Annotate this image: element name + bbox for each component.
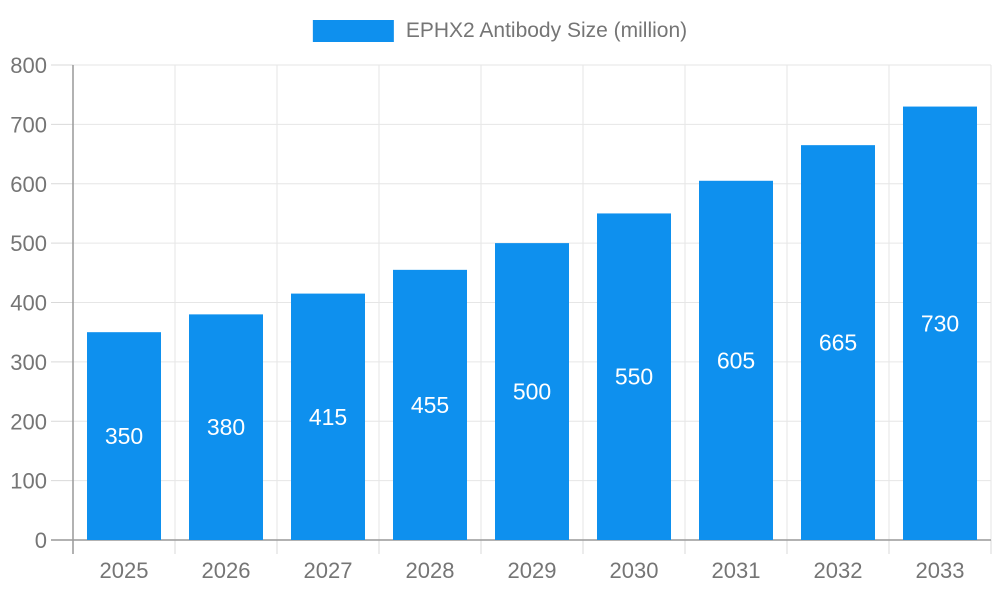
- legend[interactable]: EPHX2 Antibody Size (million): [312, 19, 688, 43]
- bar-value-label: 605: [717, 347, 755, 373]
- x-axis-category-label: 2025: [100, 558, 149, 583]
- y-axis-label: 400: [10, 291, 47, 316]
- bar-2026[interactable]: [189, 314, 263, 540]
- bar-2030[interactable]: [597, 213, 671, 540]
- bar-value-label: 415: [309, 404, 347, 430]
- bar-value-label: 380: [207, 414, 245, 440]
- bar-value-label: 550: [615, 364, 653, 390]
- bar-value-label: 665: [819, 330, 857, 356]
- bar-2028[interactable]: [393, 269, 467, 540]
- y-axis-label: 800: [10, 53, 47, 78]
- y-axis-label: 500: [10, 231, 47, 256]
- legend-label: EPHX2 Antibody Size (million): [405, 19, 688, 42]
- y-axis-label: 100: [10, 469, 47, 494]
- y-axis-label: 0: [35, 528, 47, 553]
- bar-value-label: 500: [513, 379, 551, 405]
- x-axis-category-label: 2026: [202, 558, 251, 583]
- x-axis-category-label: 2032: [814, 558, 863, 583]
- legend-swatch: [312, 20, 394, 42]
- y-axis-label: 300: [10, 350, 47, 375]
- x-axis-category-label: 2027: [304, 558, 353, 583]
- bar-2027[interactable]: [291, 293, 365, 540]
- bar-value-label: 730: [921, 310, 959, 336]
- bar-value-label: 350: [105, 423, 143, 449]
- bar-value-label: 455: [411, 392, 449, 418]
- x-axis-category-label: 2030: [610, 558, 659, 583]
- x-axis-category-label: 2029: [508, 558, 557, 583]
- x-axis-category-label: 2028: [406, 558, 455, 583]
- x-axis-category-label: 2031: [712, 558, 761, 583]
- y-axis-label: 700: [10, 112, 47, 137]
- bar-2029[interactable]: [495, 243, 569, 540]
- bar-2031[interactable]: [699, 180, 773, 540]
- bar-2025[interactable]: [87, 332, 161, 540]
- y-axis-label: 200: [10, 409, 47, 434]
- bar-2032[interactable]: [801, 145, 875, 540]
- bar-2033[interactable]: [903, 106, 977, 540]
- y-axis-label: 600: [10, 172, 47, 197]
- x-axis-category-label: 2033: [916, 558, 965, 583]
